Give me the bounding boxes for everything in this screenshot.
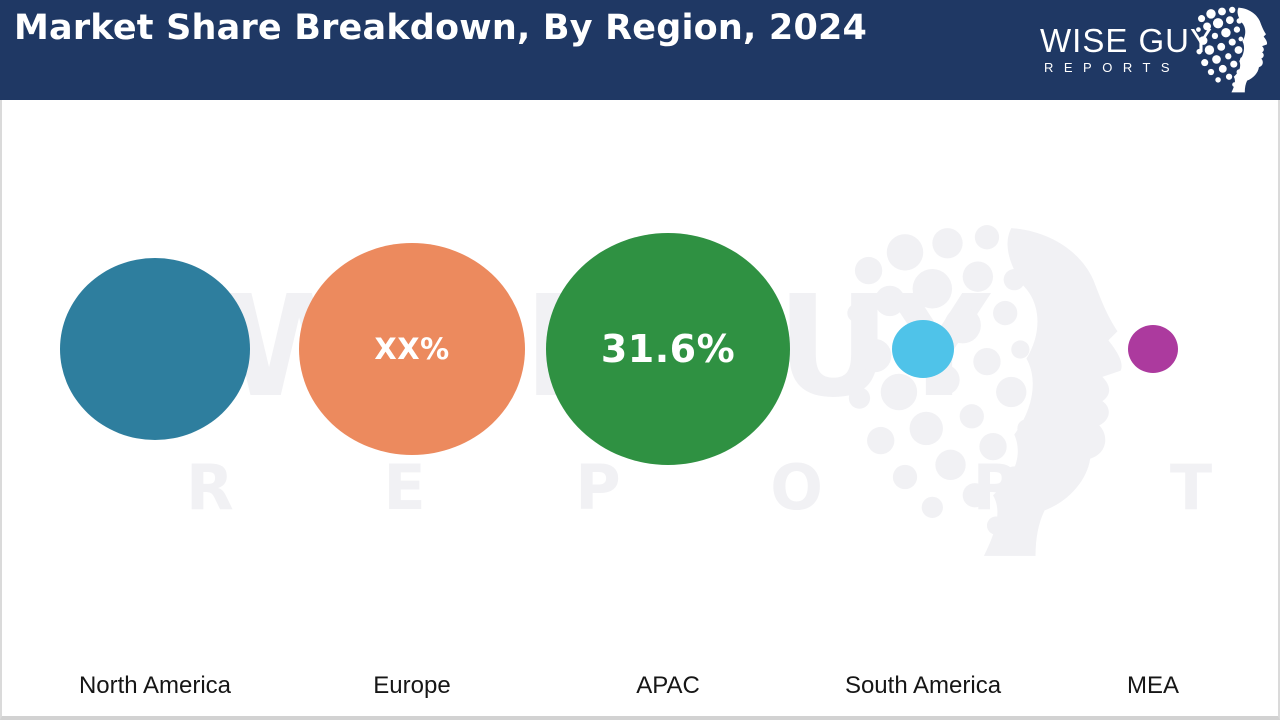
category-label-mea: MEA xyxy=(1126,672,1179,699)
category-label-apac: APAC xyxy=(636,672,700,699)
category-label-europe: Europe xyxy=(373,672,451,699)
brand-name: WISE GUY xyxy=(1040,22,1214,59)
bubble-value-label-apac: 31.6% xyxy=(600,327,736,371)
bubble-value-label-europe: XX% xyxy=(374,332,450,366)
brand-head-icon xyxy=(1192,6,1274,94)
bubble-chart-area: WISE GUY R E P O R T S XX%31.6% North Am… xyxy=(0,100,1280,720)
page-title: Market Share Breakdown, By Region, 2024 xyxy=(14,8,868,48)
category-label-north-america: North America xyxy=(78,672,232,699)
brand-logo: WISE GUY REPORTS xyxy=(1026,4,1276,96)
watermark-head-icon xyxy=(818,222,1162,562)
watermark-reports-text: R E P O R T S xyxy=(186,451,1278,524)
bubble-north-america xyxy=(60,258,250,440)
category-label-south-america: South America xyxy=(844,672,1002,699)
brand-subtitle: REPORTS xyxy=(1044,60,1181,75)
bubble-mea xyxy=(1128,325,1178,373)
bubble-apac: 31.6% xyxy=(546,233,790,465)
header-bar: Market Share Breakdown, By Region, 2024 … xyxy=(0,0,1280,100)
bubble-south-america xyxy=(892,320,954,378)
bubble-europe: XX% xyxy=(299,243,525,455)
